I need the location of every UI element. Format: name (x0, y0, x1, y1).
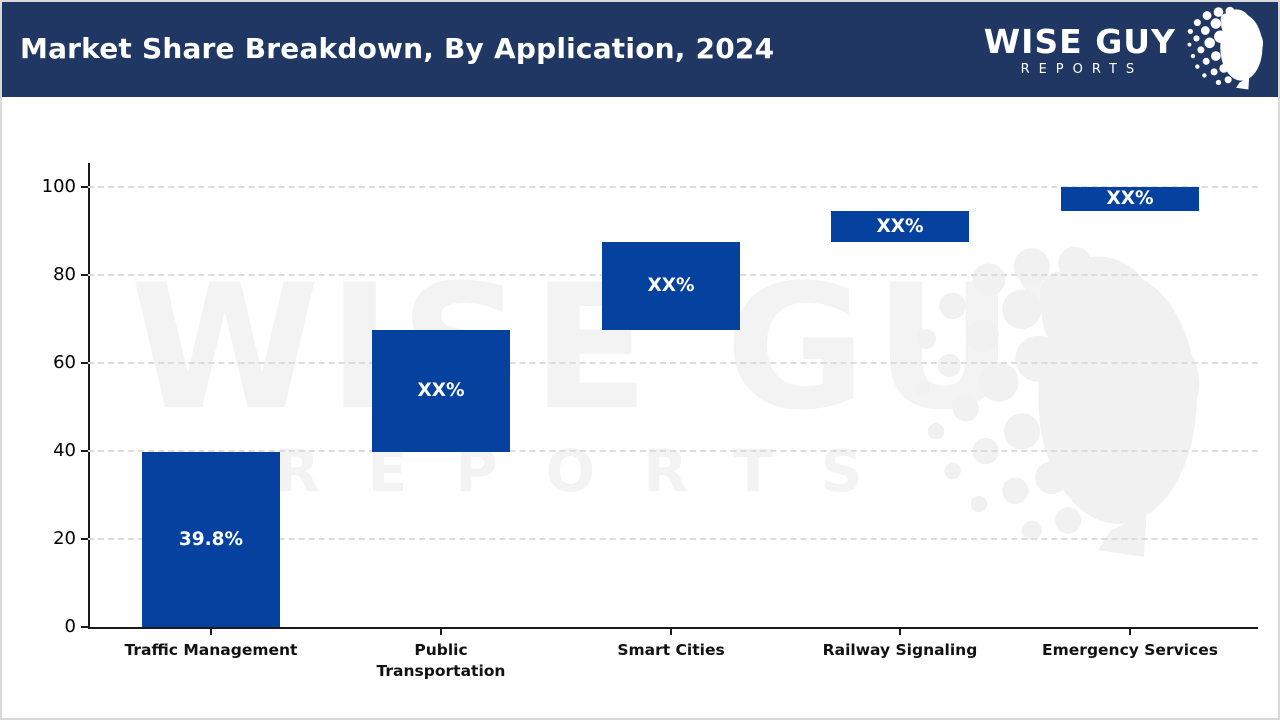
bar-public-transportation: XX% (372, 329, 510, 452)
page-title: Market Share Breakdown, By Application, … (20, 32, 775, 65)
y-tick-mark (81, 186, 88, 188)
x-axis-label-railway-signaling: Railway Signaling (822, 641, 978, 659)
x-tick-mark (440, 629, 442, 635)
y-tick-label: 100 (41, 176, 76, 197)
x-axis-label-emergency-services: Emergency Services (1042, 641, 1218, 659)
y-tick-mark (81, 538, 88, 540)
y-tick-label: 80 (53, 264, 76, 285)
y-tick-mark (81, 450, 88, 452)
y-tick-mark (81, 626, 88, 628)
y-tick-mark (81, 274, 88, 276)
bar-emergency-services: XX% (1061, 187, 1199, 211)
gridline (88, 538, 1258, 540)
header-bar: Market Share Breakdown, By Application, … (0, 0, 1280, 97)
x-axis-spine (88, 627, 1258, 629)
brand-subtitle: REPORTS (1020, 61, 1144, 77)
bar-value-label-public-transportation: XX% (417, 380, 465, 402)
gridline (88, 362, 1258, 364)
gridline (88, 450, 1258, 452)
y-tick-label: 0 (64, 616, 76, 637)
x-tick-mark (1129, 629, 1131, 635)
y-tick-label: 20 (53, 528, 76, 549)
bar-value-label-smart-cities: XX% (647, 275, 695, 297)
gridline (88, 186, 1258, 188)
bar-railway-signaling: XX% (831, 210, 969, 242)
x-axis-label-smart-cities: Smart Cities (617, 641, 725, 659)
x-axis-label-traffic-management: Traffic Management (124, 641, 298, 659)
brand-logo-text: WISE GUY REPORTS (984, 25, 1176, 77)
bar-smart-cities: XX% (602, 242, 740, 330)
y-axis-spine (88, 163, 90, 629)
dotted-head-icon (1187, 6, 1264, 90)
brand-logo: WISE GUY REPORTS (984, 4, 1266, 94)
x-axis-label-public-transportation: Public Transportation (376, 641, 506, 680)
bar-traffic-management: 39.8% (142, 451, 280, 627)
bar-value-label-emergency-services: XX% (1106, 188, 1154, 210)
bar-value-label-railway-signaling: XX% (876, 215, 924, 237)
x-tick-mark (210, 629, 212, 635)
y-tick-label: 60 (53, 352, 76, 373)
y-tick-label: 40 (53, 440, 76, 461)
brand-name: WISE GUY (983, 22, 1176, 62)
watermark-head-icon (915, 246, 1200, 557)
x-tick-mark (899, 629, 901, 635)
bar-value-label-traffic-management: 39.8% (178, 528, 244, 550)
x-tick-mark (670, 629, 672, 635)
y-tick-mark (81, 362, 88, 364)
